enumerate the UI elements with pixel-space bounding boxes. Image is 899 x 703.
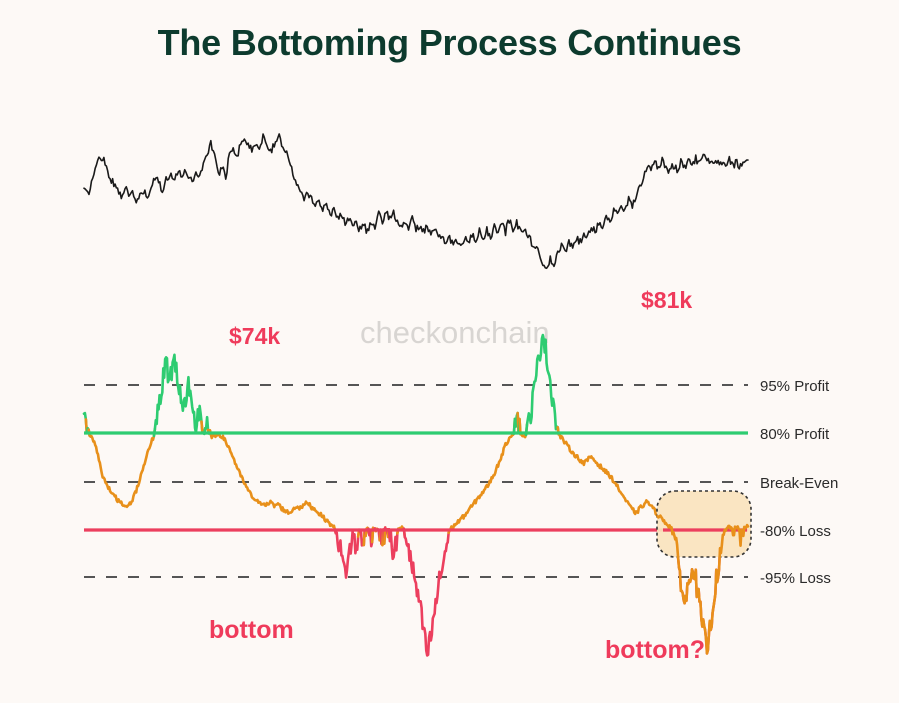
callout-tail-path <box>656 514 750 655</box>
annotation-price-label-81k: $81k <box>641 287 692 313</box>
profit-loss-segment <box>87 427 157 509</box>
profit-loss-segment <box>524 333 560 437</box>
axis-label-grid-95-profit: 95% Profit <box>760 378 830 395</box>
price-line-path <box>83 133 749 270</box>
annotation-bottom-label-right: bottom? <box>605 636 705 664</box>
profit-loss-segment <box>556 425 674 536</box>
page-title: The Bottoming Process Continues <box>157 22 742 63</box>
supply-profit-loss-series <box>82 333 750 657</box>
annotation-price-label-74k: $74k <box>229 323 280 349</box>
profit-loss-segment <box>387 527 400 561</box>
watermark-label: checkonchain <box>360 315 550 350</box>
gridlines-group <box>84 384 748 578</box>
profit-loss-segment <box>402 527 451 657</box>
axis-label-grid-80-loss: -80% Loss <box>760 523 831 540</box>
profit-loss-segment <box>208 429 338 535</box>
axis-label-grid-80-profit: 80% Profit <box>760 426 830 443</box>
profit-loss-segment <box>152 353 204 438</box>
annotation-bottom-label-left: bottom <box>209 616 294 644</box>
axis-label-grid-break-even: Break-Even <box>760 475 838 492</box>
chart-annotations-group: $74k $81k bottom bottom? <box>209 287 705 664</box>
callout-rect[interactable] <box>656 490 752 558</box>
profit-loss-segment <box>447 417 517 535</box>
current-bottom-callout <box>656 490 752 655</box>
profit-loss-segment <box>333 528 361 579</box>
reference-level-lines <box>84 431 748 532</box>
y-axis-label-group: 95% Profit 80% Profit Break-Even -80% Loss -… <box>760 378 838 587</box>
axis-label-grid-95-loss: -95% Loss <box>760 570 831 587</box>
price-line-series <box>83 133 749 270</box>
